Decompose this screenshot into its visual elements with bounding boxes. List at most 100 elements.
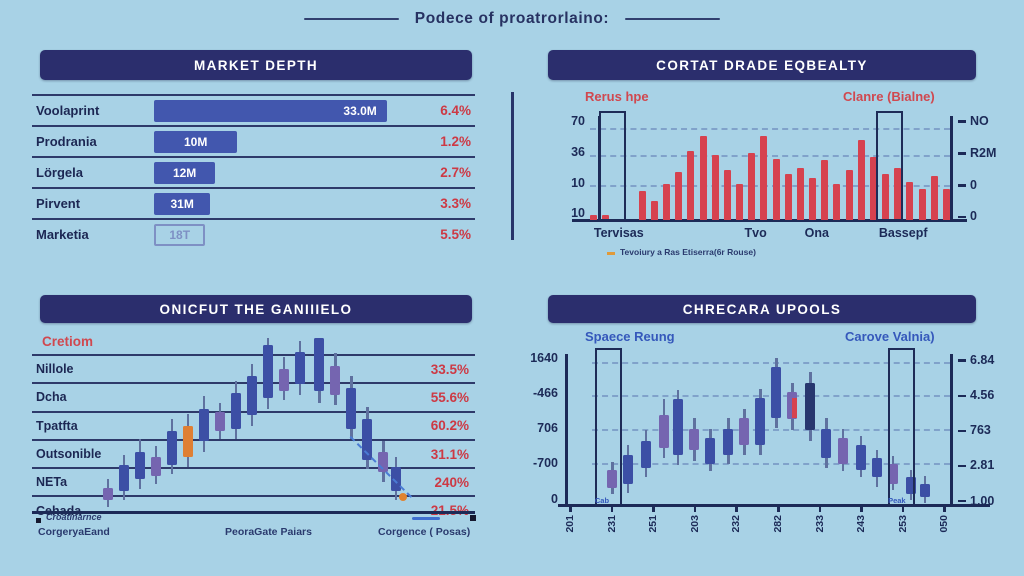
row-label: Outsonible <box>36 447 102 462</box>
row-label: Cehada <box>32 504 81 518</box>
bar <box>699 136 707 220</box>
y-axis-label: 0 <box>551 491 558 506</box>
x-axis-tick <box>860 506 863 512</box>
row-value: 2.7% <box>440 165 471 180</box>
x-axis-tick-group: 243 <box>855 506 868 533</box>
market-depth-row: Pirvent 31M 3.3% <box>32 187 475 218</box>
x-axis-label: 253 <box>896 515 909 533</box>
x-axis-tick-group: 253 <box>896 506 909 533</box>
candle-body <box>723 428 734 455</box>
x-axis-label: 231 <box>605 515 618 533</box>
tq-y-axis-left: 70 36 10 10 <box>533 115 585 220</box>
candle-body <box>739 417 750 446</box>
stats-row: NETa 240% <box>32 467 475 495</box>
highlight-box <box>876 111 904 221</box>
tq-baseline <box>572 219 967 222</box>
footer-left-line2: CorgeryaEand <box>38 526 110 538</box>
x-axis-label: 243 <box>855 515 868 533</box>
up-y-axis-left: 1640 -466 706 -700 0 <box>506 352 558 505</box>
y-axis-label: 0 <box>958 210 977 223</box>
gridline <box>592 428 950 431</box>
footer-bullet <box>36 518 41 523</box>
y-axis-label: NO <box>958 115 989 128</box>
bar <box>942 188 950 220</box>
row-label: Voolaprint <box>36 103 100 118</box>
cp-baseline <box>32 511 475 514</box>
bar <box>723 169 731 220</box>
candle-body <box>805 382 816 431</box>
x-axis-tick <box>610 506 614 512</box>
market-depth-header: MARKET DEPTH <box>40 50 472 80</box>
footer-right: Corgence ( Posas) <box>378 526 471 538</box>
y-axis-label: 10 <box>571 175 585 190</box>
candle-body <box>622 454 633 484</box>
bar <box>809 178 817 220</box>
corner-label: Cretiom <box>42 334 94 349</box>
x-axis-label: Tervisas <box>593 226 644 240</box>
bar <box>796 167 804 220</box>
row-label: Lörgela <box>36 165 83 180</box>
candle-body <box>919 483 930 498</box>
row-value: 240% <box>434 474 469 490</box>
y-axis-label: 70 <box>571 114 585 128</box>
candle-body <box>294 351 305 385</box>
stats-row: Cehada 21.5% <box>32 495 475 523</box>
highlight-box <box>599 111 626 221</box>
chart-legend: Tevoiury a Ras Etiserra(6r Rouse) <box>620 247 756 257</box>
bar <box>590 214 597 220</box>
end-marker <box>399 492 407 501</box>
row-value: 21.5% <box>431 503 475 518</box>
bar <box>857 140 865 220</box>
x-axis-label: 282 <box>772 515 785 533</box>
candle-body <box>755 397 766 446</box>
y-axis-label: 4.56 <box>958 389 994 402</box>
gridline <box>592 462 950 465</box>
candle-body <box>262 344 273 399</box>
candle-body <box>362 418 372 461</box>
candle-body <box>640 440 651 469</box>
candle-body <box>150 456 161 476</box>
y-axis-label: 1.00 <box>958 494 994 508</box>
row-value: 6.4% <box>440 103 471 118</box>
candle-overview-chart <box>95 338 415 510</box>
x-axis-tick <box>569 506 572 512</box>
x-axis-label: 232 <box>730 515 743 533</box>
candle-body <box>330 365 340 395</box>
candle-body <box>672 399 683 455</box>
x-axis-tick <box>693 506 697 512</box>
stats-row: Nillole 33.5% <box>32 354 475 382</box>
market-depth-row: Prodrania 10M 1.2% <box>32 125 475 156</box>
row-label: Nillole <box>36 362 74 377</box>
candle-body <box>346 387 356 430</box>
x-axis-label: 050 <box>938 515 951 533</box>
x-axis-label: Tvo <box>744 226 767 240</box>
y-axis-label: 706 <box>537 421 558 436</box>
bar-zone: 31M <box>154 192 399 215</box>
row-value: 55.6% <box>430 389 469 405</box>
x-axis-label: 203 <box>688 515 701 533</box>
footer-left-line1: Croatinarnce <box>46 512 102 522</box>
x-axis-tick-group: 050 <box>938 506 951 533</box>
up-baseline <box>558 504 990 507</box>
bar <box>882 173 890 220</box>
candle-body <box>102 487 113 500</box>
x-axis-label: 201 <box>564 515 576 533</box>
x-axis-tick-group: 231 <box>605 506 618 533</box>
up-right-axis <box>950 354 953 506</box>
bar <box>869 157 877 220</box>
y-axis-label: 0 <box>958 179 977 192</box>
bar <box>930 175 938 220</box>
highlight-box <box>594 348 622 506</box>
y-axis-label: 2.81 <box>958 459 994 472</box>
candles <box>95 338 415 510</box>
candle-body <box>771 367 782 418</box>
market-depth-row: Voolaprint 33.0M 6.4% <box>32 94 475 125</box>
legend-marker <box>607 252 615 255</box>
box-annotation: Peak <box>888 495 906 505</box>
title-rule-left <box>303 17 399 21</box>
x-axis-tick-group: 233 <box>814 506 826 533</box>
x-axis-tick <box>735 506 738 512</box>
gridline <box>590 154 950 157</box>
value-bar: 18T <box>154 223 206 246</box>
